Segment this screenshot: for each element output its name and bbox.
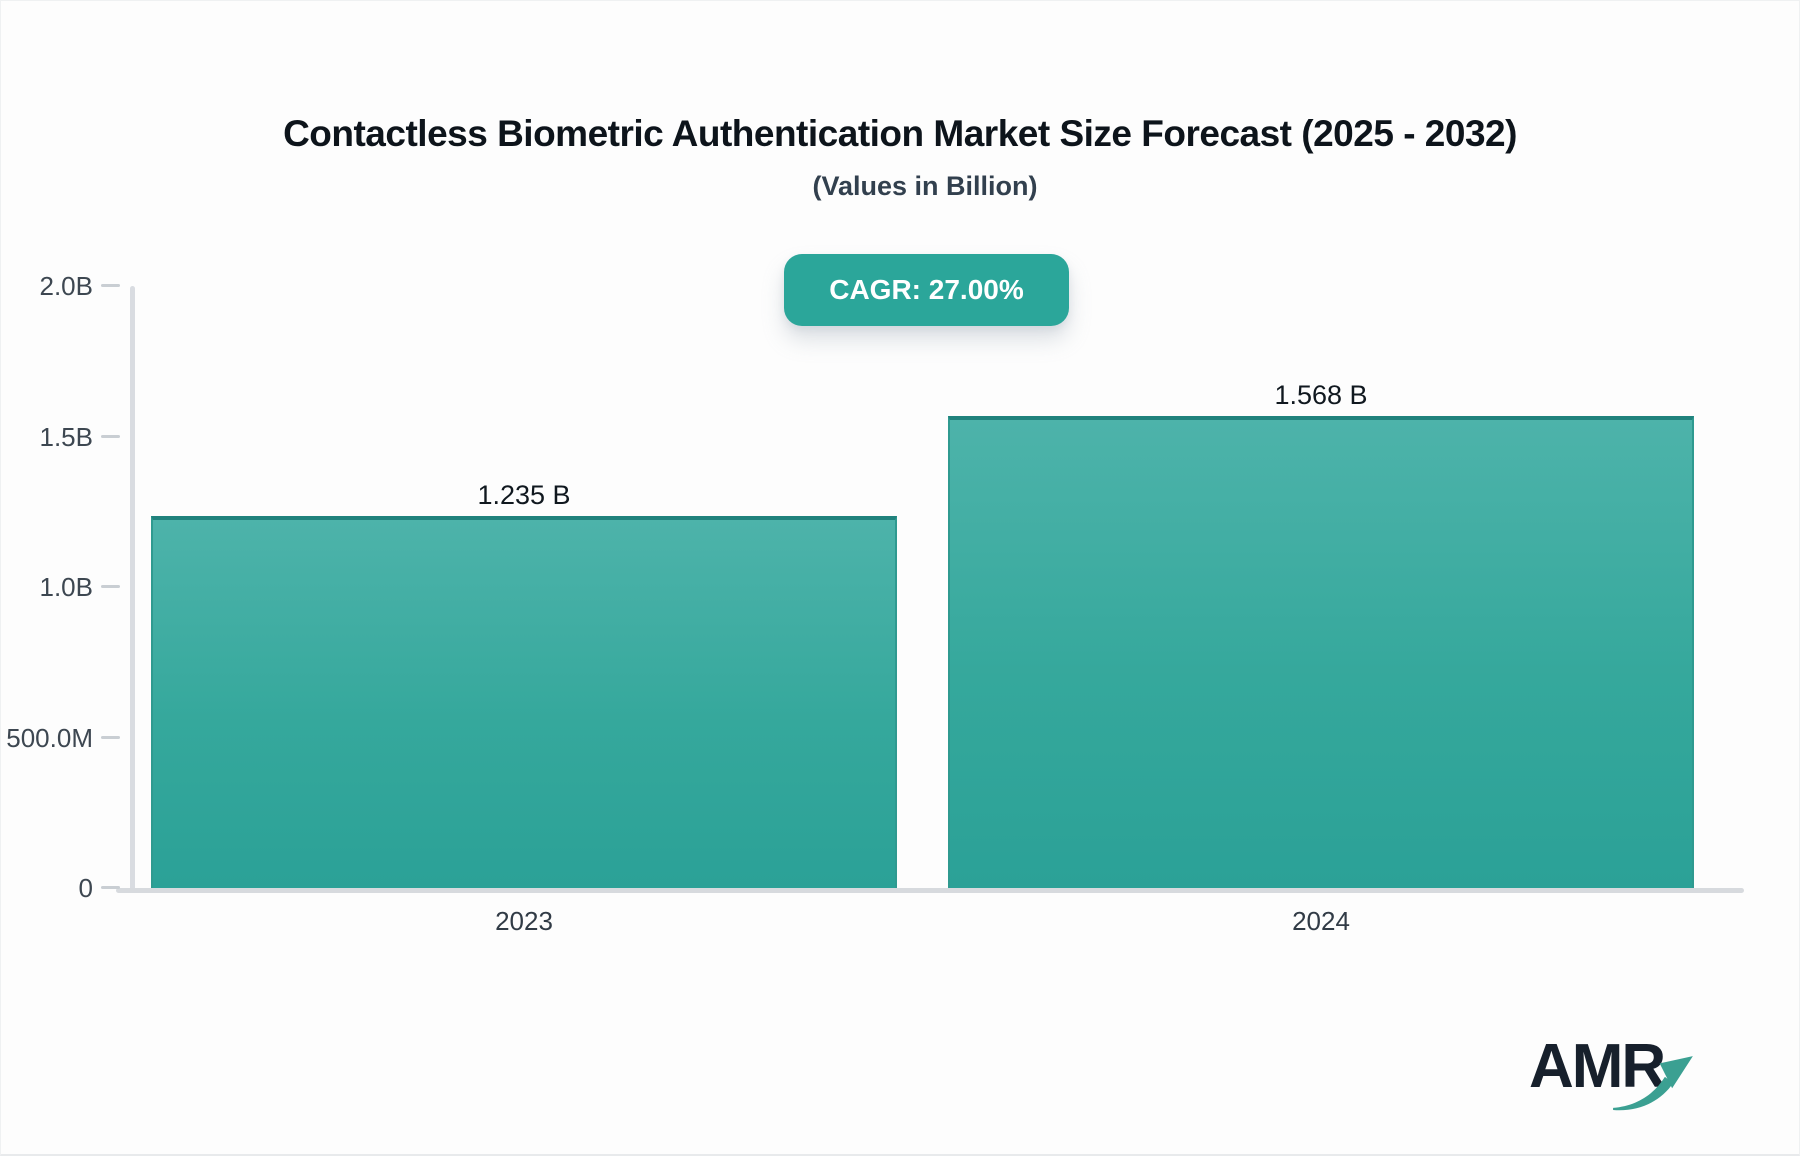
chart-subtitle: (Values in Billion) <box>812 171 1038 201</box>
y-tick-label: 1.5B <box>39 421 94 452</box>
y-tick-mark <box>101 886 120 889</box>
bar-2024[interactable] <box>948 416 1694 888</box>
y-tick-label: 1.0B <box>39 572 94 602</box>
y-tick-label: 500.0M <box>6 722 93 753</box>
y-tick-mark <box>101 585 120 588</box>
y-tick-mark <box>101 434 120 438</box>
x-axis-label-2023: 2023 <box>495 906 553 936</box>
y-axis-line <box>130 286 135 893</box>
cagr-badge: CAGR: 27.00% <box>784 254 1069 326</box>
amr-logo: AMR <box>1529 1031 1729 1121</box>
x-axis-line <box>116 888 1744 893</box>
bar-2023[interactable] <box>151 516 897 888</box>
bar-value-label: 1.235 B <box>477 480 571 510</box>
plot-area: 0 500.0M 1.0B 1.5B 2.0B 1.235 B 2023 1.568 B 202… <box>6 271 1747 936</box>
y-tick-label: 2.0B <box>39 271 94 301</box>
y-tick-label: 0 <box>78 873 93 903</box>
growth-arrow-icon <box>1613 1056 1693 1111</box>
amr-logo-text: AMR <box>1529 1032 1666 1101</box>
cagr-badge-label: CAGR: 27.00% <box>829 274 1024 305</box>
bar-value-label: 1.568 B <box>1274 380 1368 410</box>
chart-title: Contactless Biometric Authentication Mar… <box>283 113 1517 154</box>
x-axis-label-2024: 2024 <box>1292 906 1350 936</box>
y-tick-mark <box>101 735 120 739</box>
y-tick-mark <box>101 284 120 287</box>
